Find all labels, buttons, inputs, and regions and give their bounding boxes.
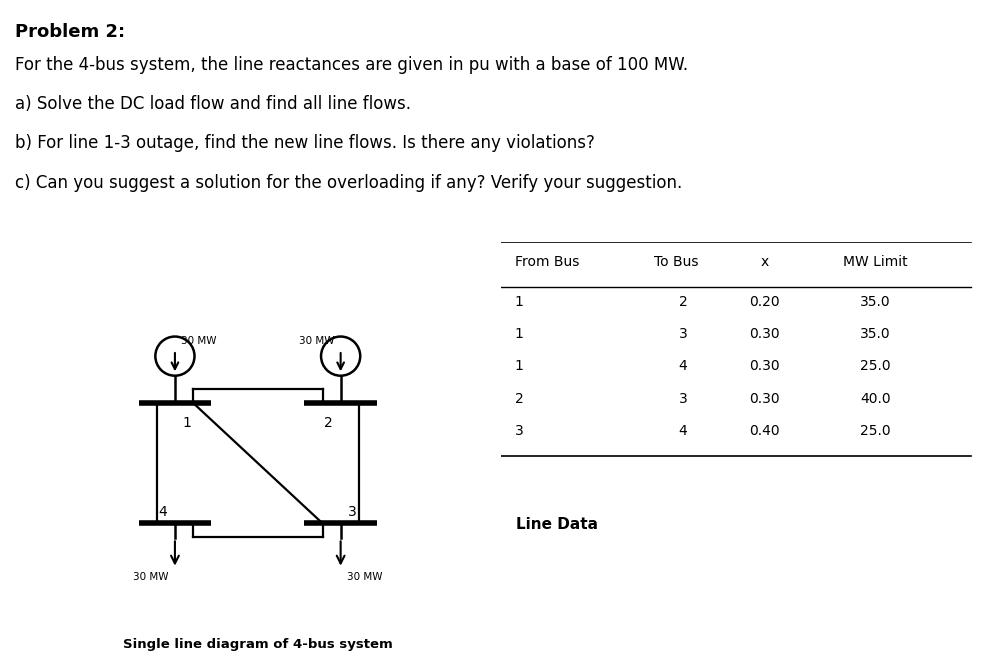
- Text: 3: 3: [348, 505, 357, 519]
- Text: 4: 4: [679, 360, 688, 373]
- Text: 0.30: 0.30: [750, 327, 780, 341]
- Text: Single line diagram of 4-bus system: Single line diagram of 4-bus system: [123, 638, 392, 651]
- Text: a) Solve the DC load flow and find all line flows.: a) Solve the DC load flow and find all l…: [15, 95, 411, 113]
- Text: x: x: [761, 255, 769, 269]
- Text: 3: 3: [679, 327, 688, 341]
- Text: 2: 2: [679, 295, 688, 309]
- Text: 25.0: 25.0: [860, 424, 891, 438]
- Text: From Bus: From Bus: [515, 255, 580, 269]
- Text: 3: 3: [679, 392, 688, 405]
- Text: 1: 1: [515, 295, 524, 309]
- Text: 30 MW: 30 MW: [133, 572, 169, 582]
- Text: 35.0: 35.0: [860, 295, 891, 309]
- Text: 0.20: 0.20: [750, 295, 780, 309]
- Text: 35.0: 35.0: [860, 327, 891, 341]
- Text: 30 MW: 30 MW: [181, 335, 216, 346]
- Text: MW Limit: MW Limit: [843, 255, 908, 269]
- Text: 1: 1: [515, 360, 524, 373]
- Text: 0.40: 0.40: [750, 424, 780, 438]
- Text: 1: 1: [182, 417, 191, 430]
- Text: 2: 2: [515, 392, 524, 405]
- Text: 1: 1: [515, 327, 524, 341]
- Text: 40.0: 40.0: [860, 392, 891, 405]
- Text: 3: 3: [515, 424, 524, 438]
- Text: Line Data: Line Data: [516, 517, 598, 533]
- Text: 2: 2: [324, 417, 333, 430]
- Text: For the 4-bus system, the line reactances are given in pu with a base of 100 MW.: For the 4-bus system, the line reactance…: [15, 56, 688, 73]
- Text: 4: 4: [679, 424, 688, 438]
- Text: 4: 4: [158, 505, 167, 519]
- Text: Problem 2:: Problem 2:: [15, 23, 125, 41]
- Text: c) Can you suggest a solution for the overloading if any? Verify your suggestion: c) Can you suggest a solution for the ov…: [15, 174, 683, 191]
- Text: 0.30: 0.30: [750, 392, 780, 405]
- Text: 25.0: 25.0: [860, 360, 891, 373]
- Text: 30 MW: 30 MW: [346, 572, 382, 582]
- Text: To Bus: To Bus: [655, 255, 699, 269]
- Text: b) For line 1-3 outage, find the new line flows. Is there any violations?: b) For line 1-3 outage, find the new lin…: [15, 134, 595, 152]
- Text: 0.30: 0.30: [750, 360, 780, 373]
- Text: 30 MW: 30 MW: [299, 335, 334, 346]
